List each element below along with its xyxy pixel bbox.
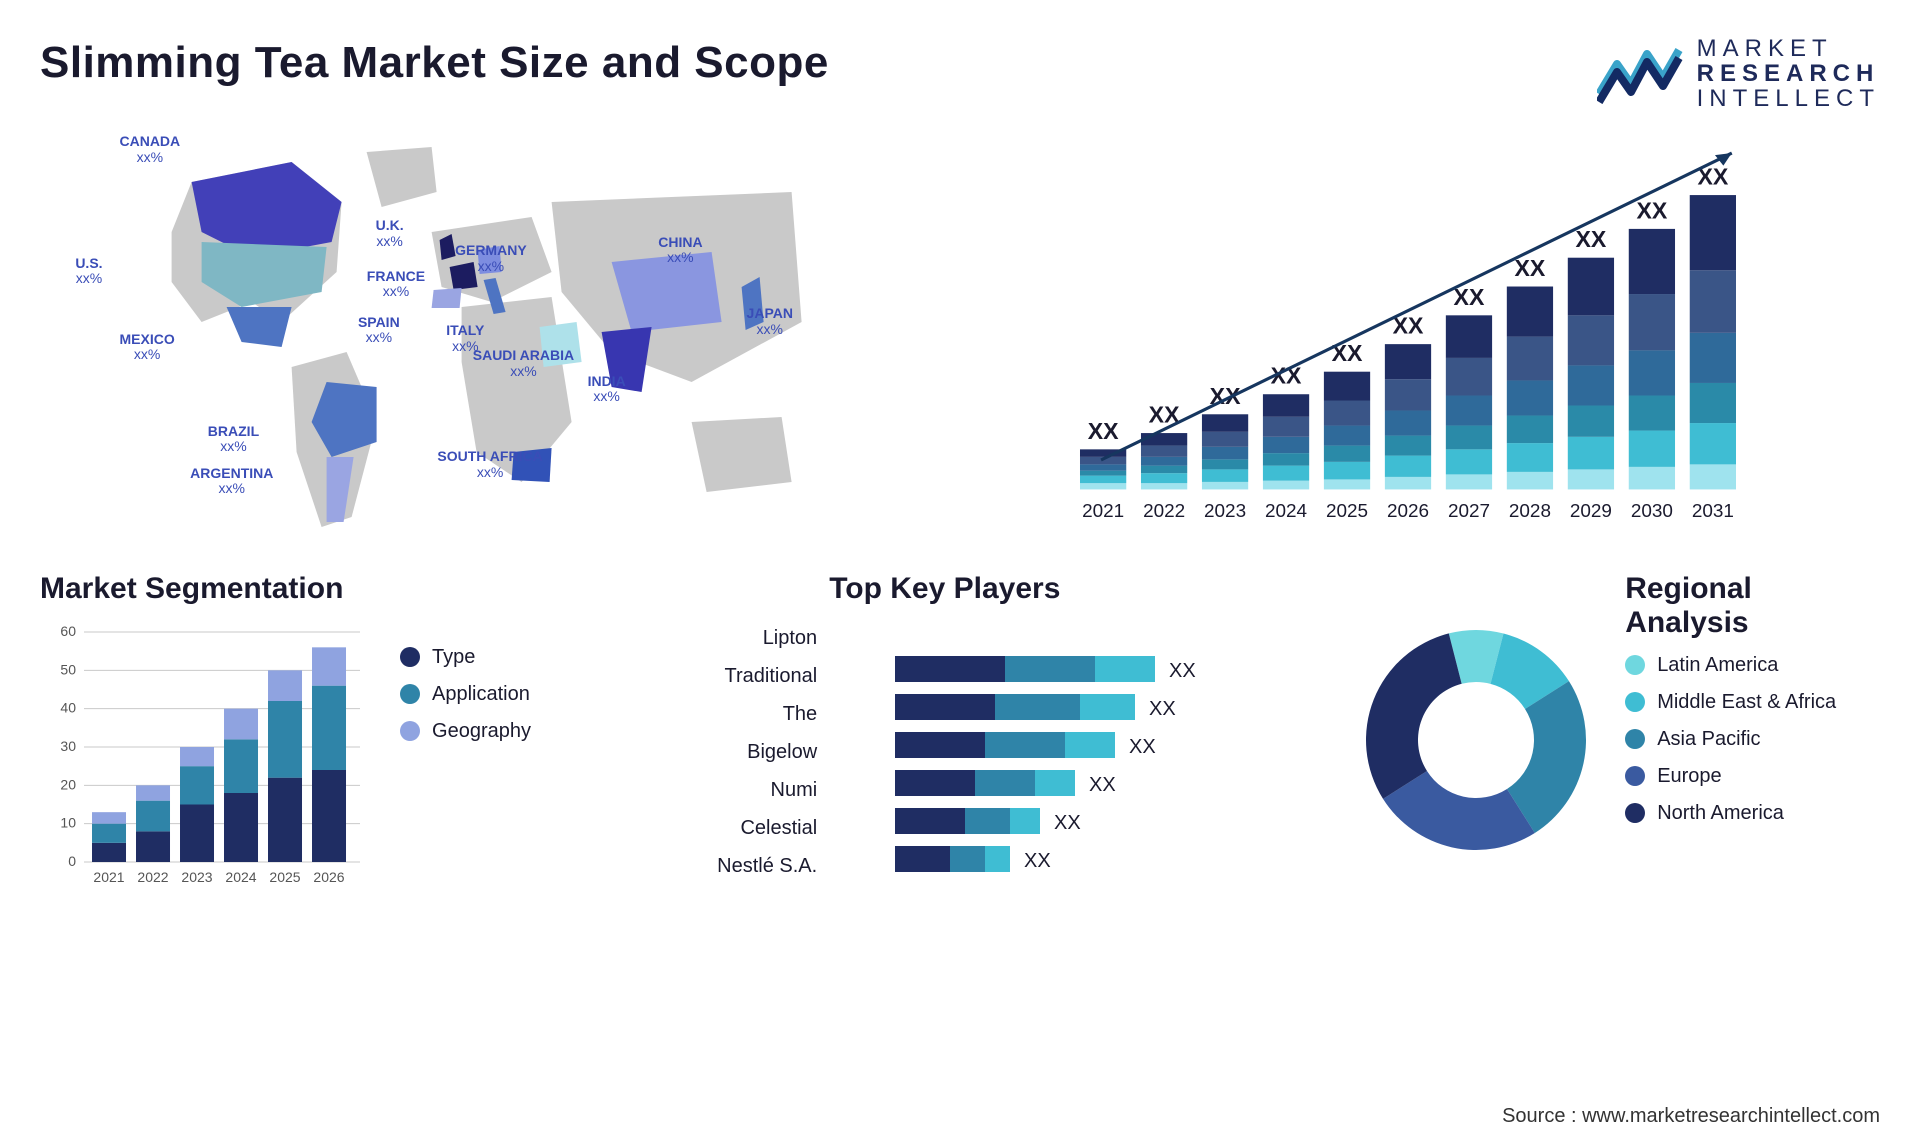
upper-row: CANADAxx% U.S.xx% MEXICOxx% BRAZILxx% ARGENT… — [40, 122, 1880, 542]
segmentation-legend: Type Application Geography — [400, 572, 647, 897]
key-player-name: Traditional — [677, 658, 817, 696]
svg-text:2025: 2025 — [269, 869, 300, 885]
svg-text:2030: 2030 — [1631, 500, 1673, 521]
regional-panel: Regional Analysis Latin America Middle Ea… — [1351, 572, 1880, 897]
svg-text:XX: XX — [1129, 736, 1156, 758]
header-row: Slimming Tea Market Size and Scope MARKE… — [40, 30, 1880, 112]
map-label: BRAZILxx% — [208, 424, 259, 455]
brand-logo: MARKET RESEARCH INTELLECT — [1597, 36, 1880, 112]
legend-item: Type — [400, 646, 647, 669]
map-label: U.S.xx% — [75, 256, 102, 287]
logo-line2: RESEARCH — [1697, 61, 1880, 86]
map-label: SPAINxx% — [358, 315, 400, 346]
map-label: MEXICOxx% — [119, 332, 174, 363]
map-label: INDIAxx% — [588, 374, 626, 405]
legend-item: Geography — [400, 720, 647, 743]
key-player-name: Numi — [677, 772, 817, 810]
map-label: CHINAxx% — [658, 235, 702, 266]
logo-line3: INTELLECT — [1697, 86, 1880, 111]
svg-text:30: 30 — [60, 738, 76, 754]
world-map-panel: CANADAxx% U.S.xx% MEXICOxx% BRAZILxx% ARGENT… — [40, 122, 923, 542]
map-label: JAPANxx% — [747, 306, 793, 337]
svg-text:50: 50 — [60, 661, 76, 677]
svg-text:XX: XX — [1515, 255, 1546, 281]
legend-item: Europe — [1625, 765, 1880, 788]
svg-text:0: 0 — [68, 853, 76, 869]
svg-text:XX: XX — [1149, 698, 1176, 720]
svg-text:20: 20 — [60, 776, 76, 792]
svg-text:40: 40 — [60, 699, 76, 715]
legend-item: North America — [1625, 802, 1880, 825]
key-player-name: Lipton — [677, 620, 817, 658]
legend-item: Middle East & Africa — [1625, 691, 1880, 714]
map-label: ARGENTINAxx% — [190, 466, 273, 497]
svg-text:XX: XX — [1089, 774, 1116, 796]
svg-text:2023: 2023 — [1204, 500, 1246, 521]
map-label: SAUDI ARABIAxx% — [473, 348, 574, 379]
segmentation-panel: Market Segmentation 0 10 20 30 40 50 60 2021 202… — [40, 572, 647, 897]
svg-text:2021: 2021 — [93, 869, 124, 885]
key-players-panel: LiptonTraditionalTheBigelowNumiCelestial… — [677, 572, 1321, 897]
growth-chart-panel: XX2021XX2022XX2023XX2024XX2025XX2026XX20… — [953, 122, 1880, 542]
svg-text:2027: 2027 — [1448, 500, 1490, 521]
key-player-name: Nestlé S.A. — [677, 848, 817, 886]
page-title: Slimming Tea Market Size and Scope — [40, 38, 829, 88]
key-players-names: LiptonTraditionalTheBigelowNumiCelestial… — [677, 572, 817, 897]
regional-donut-chart — [1351, 610, 1601, 860]
svg-text:2025: 2025 — [1326, 500, 1368, 521]
map-label: GERMANYxx% — [455, 243, 527, 274]
lower-row: Market Segmentation 0 10 20 30 40 50 60 2021 202… — [40, 572, 1880, 897]
legend-item: Latin America — [1625, 654, 1880, 677]
legend-item: Application — [400, 683, 647, 706]
svg-text:2022: 2022 — [1143, 500, 1185, 521]
svg-text:2028: 2028 — [1509, 500, 1551, 521]
svg-text:2026: 2026 — [1387, 500, 1429, 521]
map-label: SOUTH AFRICAxx% — [437, 449, 542, 480]
svg-text:60: 60 — [60, 623, 76, 639]
map-label: U.K.xx% — [376, 218, 404, 249]
svg-text:XX: XX — [1088, 417, 1119, 443]
svg-text:XX: XX — [1024, 850, 1051, 872]
svg-text:2029: 2029 — [1570, 500, 1612, 521]
key-players-title: Top Key Players — [829, 572, 1321, 606]
svg-text:2026: 2026 — [313, 869, 344, 885]
key-players-chart: XXXXXXXXXXXX — [829, 612, 1321, 892]
svg-text:2024: 2024 — [1265, 500, 1307, 521]
svg-text:2031: 2031 — [1692, 500, 1734, 521]
segmentation-chart: 0 10 20 30 40 50 60 2021 2022 2023 2024 2025 2026 — [40, 612, 380, 892]
svg-text:2023: 2023 — [181, 869, 212, 885]
map-label: CANADAxx% — [119, 134, 180, 165]
svg-text:10: 10 — [60, 814, 76, 830]
growth-stacked-bar-chart: XX2021XX2022XX2023XX2024XX2025XX2026XX20… — [973, 132, 1860, 542]
key-player-name: Bigelow — [677, 734, 817, 772]
svg-text:XX: XX — [1169, 660, 1196, 682]
segmentation-title: Market Segmentation — [40, 572, 380, 606]
logo-text: MARKET RESEARCH INTELLECT — [1697, 36, 1880, 112]
logo-mark-icon — [1597, 44, 1683, 104]
svg-text:2022: 2022 — [137, 869, 168, 885]
svg-text:2024: 2024 — [225, 869, 256, 885]
regional-title: Regional Analysis — [1625, 572, 1880, 640]
svg-text:XX: XX — [1054, 812, 1081, 834]
regional-legend: Latin America Middle East & Africa Asia Pa… — [1625, 654, 1880, 825]
source-text: Source : www.marketresearchintellect.com — [1502, 1105, 1880, 1128]
key-player-name: The — [677, 696, 817, 734]
legend-item: Asia Pacific — [1625, 728, 1880, 751]
svg-text:2021: 2021 — [1082, 500, 1124, 521]
svg-text:XX: XX — [1576, 226, 1607, 252]
svg-text:XX: XX — [1637, 197, 1668, 223]
logo-line1: MARKET — [1697, 36, 1880, 61]
key-player-name: Celestial — [677, 810, 817, 848]
map-label: FRANCExx% — [367, 269, 425, 300]
